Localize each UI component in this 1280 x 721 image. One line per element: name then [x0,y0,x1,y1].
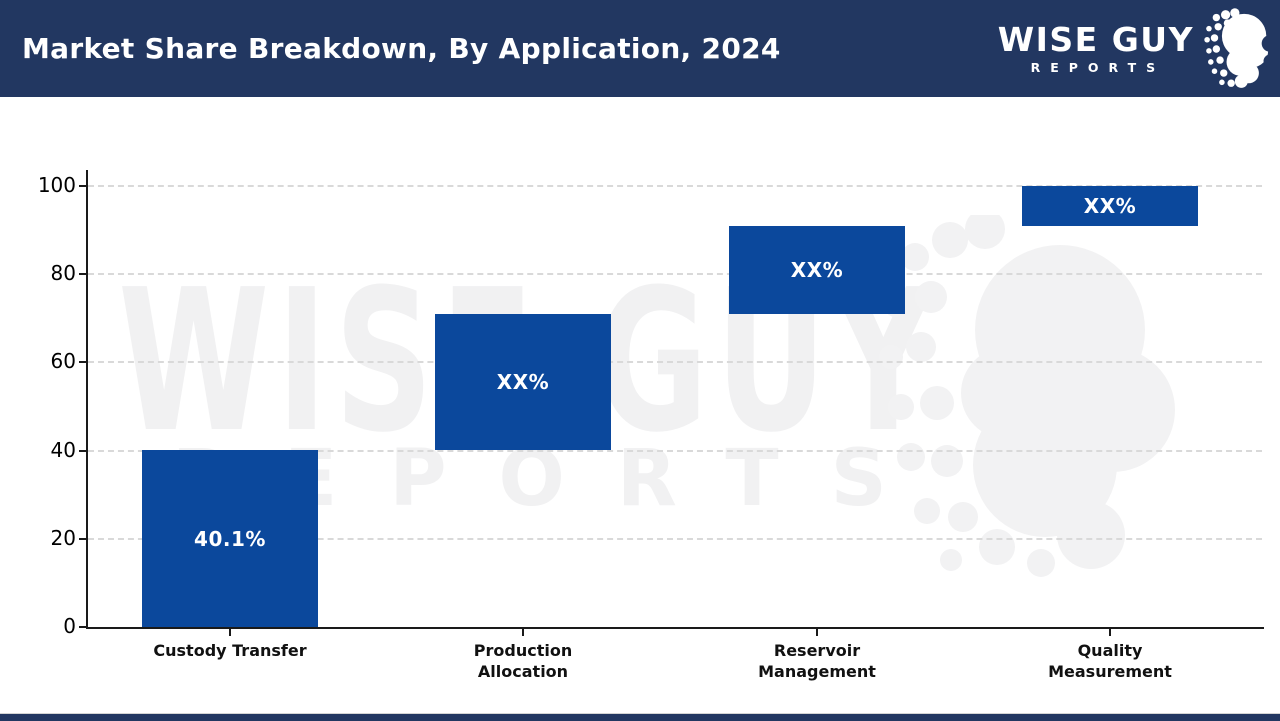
x-tick-mark [229,629,231,636]
gridline [88,185,1262,187]
bar-value-label: XX% [1083,193,1137,218]
brand-logo: WISE GUY REPORTS [998,0,1270,97]
y-tick-label: 40 [50,437,76,462]
y-tick-label: 80 [50,261,76,286]
gridline [88,361,1262,364]
y-tick-label: 20 [50,525,76,550]
x-tick-mark [816,629,818,636]
x-tick-mark [522,629,524,636]
y-tick-mark [79,361,87,364]
x-axis-label: Custody Transfer [153,641,307,660]
bar-value-label: XX% [790,257,844,282]
bar-value-label: 40.1% [194,526,266,551]
bar-segment: XX% [729,225,905,314]
y-tick-mark [79,537,87,540]
y-tick-label: 60 [50,349,76,374]
y-axis-line [86,170,88,629]
x-axis-line [86,627,1264,629]
x-tick-mark [1109,629,1111,636]
y-tick-label: 100 [37,173,76,197]
x-axis-label: Production Allocation [473,641,573,681]
x-axis-label: Quality Measurement [1048,641,1172,681]
header-bar: Market Share Breakdown, By Application, … [0,0,1280,97]
y-tick-mark [79,185,87,187]
bar-segment: XX% [1022,186,1198,226]
gridline [88,537,1262,540]
watermark-face-icon [879,215,1175,577]
footer-bar [0,713,1280,721]
bar-segment: 40.1% [142,450,318,627]
brand-logo-secondary: REPORTS [1030,59,1166,75]
wise-guy-face-icon [1204,7,1270,88]
brand-logo-text: WISE GUY REPORTS [997,19,1194,75]
gridline [88,273,1262,276]
x-axis-label: Reservoir Management [758,641,876,681]
gridline [88,449,1262,452]
y-tick-mark [79,626,87,628]
brand-logo-primary: WISE GUY [997,19,1194,59]
y-tick-mark [79,273,87,276]
page-title: Market Share Breakdown, By Application, … [22,32,781,65]
bar-value-label: XX% [496,370,550,394]
bar-segment: XX% [435,313,611,451]
y-tick-label: 0 [63,614,76,638]
y-tick-mark [79,449,87,452]
